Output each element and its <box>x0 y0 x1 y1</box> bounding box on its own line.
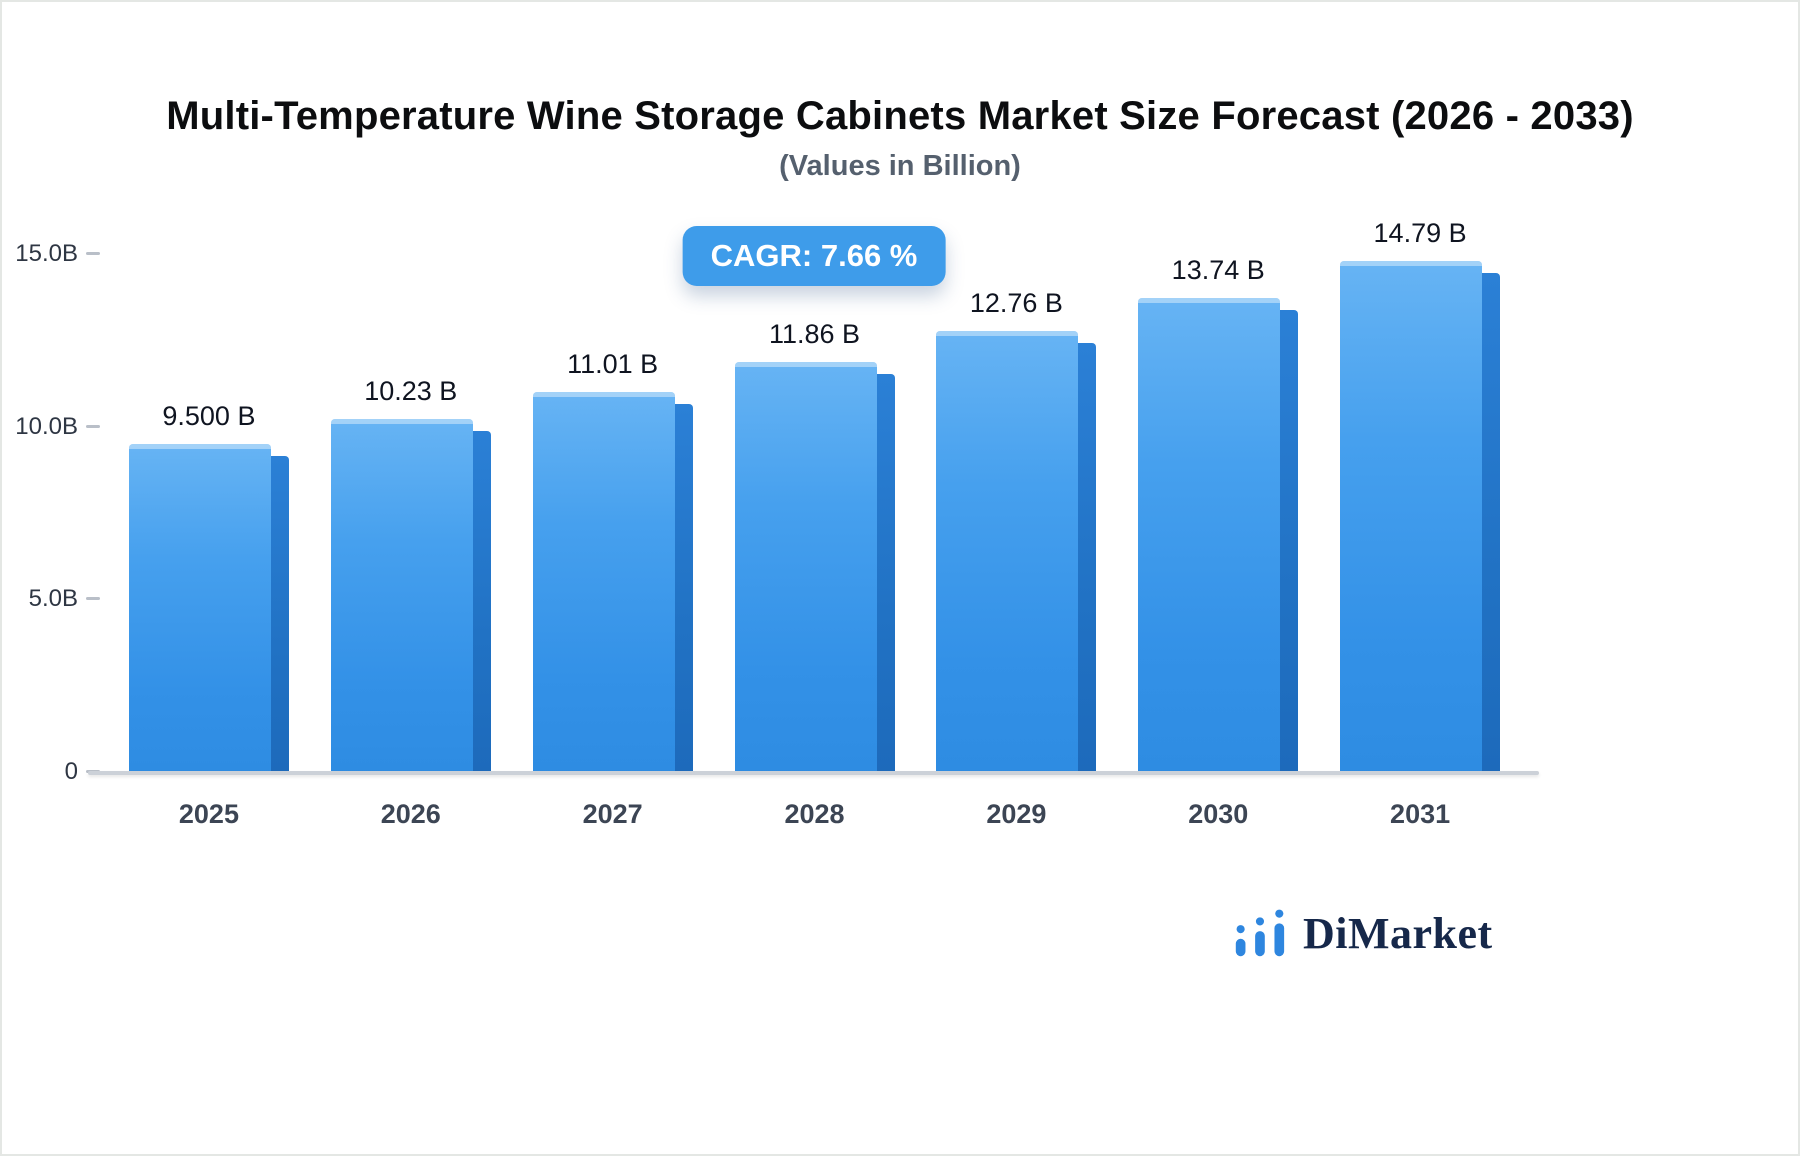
bar-side-face <box>1482 273 1501 772</box>
y-tick-mark <box>86 424 100 428</box>
x-axis-label: 2027 <box>582 799 643 829</box>
bar-group: 13.74 B 2030 <box>1117 254 1319 829</box>
bar: 10.23 B <box>330 376 491 772</box>
x-axis-label: 2026 <box>380 799 441 829</box>
x-axis-label: 2025 <box>178 799 239 829</box>
bar-side-face <box>1078 343 1097 772</box>
bar-face <box>532 391 675 772</box>
bar-value-label: 11.01 B <box>567 348 659 379</box>
dimarket-logo-text: DiMarket <box>1303 908 1493 958</box>
bar: 9.500 B <box>128 401 289 772</box>
y-tick-mark <box>86 597 100 601</box>
bar-value-label: 10.23 B <box>364 375 458 406</box>
y-tick-label: 5.0B <box>28 585 78 613</box>
bar-group: 11.86 B 2028 <box>714 254 916 829</box>
y-tick-label: 15.0B <box>15 240 78 267</box>
dimarket-logo: DiMarket <box>1230 905 1493 961</box>
bar-value-label: 9.500 B <box>162 400 256 431</box>
bar-group: 11.01 B 2027 <box>512 254 714 829</box>
bar-side-face <box>674 403 693 772</box>
bar-face <box>936 331 1079 772</box>
y-tick-label: 0 <box>64 758 78 785</box>
bar-face <box>128 443 271 772</box>
cagr-badge: CAGR: 7.66 % <box>682 226 946 286</box>
bar: 12.76 B <box>936 288 1097 772</box>
bar-face <box>330 418 473 772</box>
x-axis-label: 2029 <box>986 799 1047 829</box>
bar-side-face <box>876 374 895 772</box>
bar-face <box>734 362 877 772</box>
bar: 11.01 B <box>532 349 693 772</box>
bar-group: 12.76 B 2029 <box>915 254 1117 829</box>
x-axis-label: 2031 <box>1390 799 1451 829</box>
dimarket-logo-icon <box>1235 909 1285 957</box>
bar-value-label: 13.74 B <box>1171 254 1265 285</box>
bar-face <box>1340 261 1483 772</box>
y-tick-label: 10.0B <box>15 412 78 440</box>
bar-value-label: 12.76 B <box>969 288 1063 319</box>
plot-area: 15.0B 10.0B 5.0B 0 9.500 B 2025 10.23 B 2026 11… <box>15 218 1539 829</box>
bar-group: 9.500 B 2025 <box>108 254 310 829</box>
x-axis-line <box>88 771 1539 775</box>
x-axis-label: 2030 <box>1188 799 1249 829</box>
bar-group: 14.79 B 2031 <box>1319 218 1521 829</box>
chart-subtitle: (Values in Billion) <box>779 150 1021 182</box>
y-axis: 15.0B 10.0B 5.0B 0 <box>7 240 102 785</box>
cagr-badge-label: CAGR: 7.66 % <box>710 238 918 273</box>
bars-row: 9.500 B 2025 10.23 B 2026 11.01 B 2027 11.86 B… <box>102 218 1527 829</box>
bar-side-face <box>270 455 289 772</box>
bar: 11.86 B <box>734 319 895 772</box>
bar-face <box>1138 297 1281 772</box>
bar-group: 10.23 B 2026 <box>310 254 512 829</box>
bar: 13.74 B <box>1138 255 1299 772</box>
bar-side-face <box>1280 309 1299 772</box>
bar-value-label: 11.86 B <box>768 319 861 350</box>
bar: 14.79 B <box>1340 218 1501 772</box>
y-tick-mark <box>86 252 100 255</box>
x-axis-label: 2028 <box>784 799 845 829</box>
chart-title: Multi-Temperature Wine Storage Cabinets … <box>166 94 1634 138</box>
bar-value-label: 14.79 B <box>1373 218 1467 249</box>
bar-side-face <box>472 430 491 772</box>
